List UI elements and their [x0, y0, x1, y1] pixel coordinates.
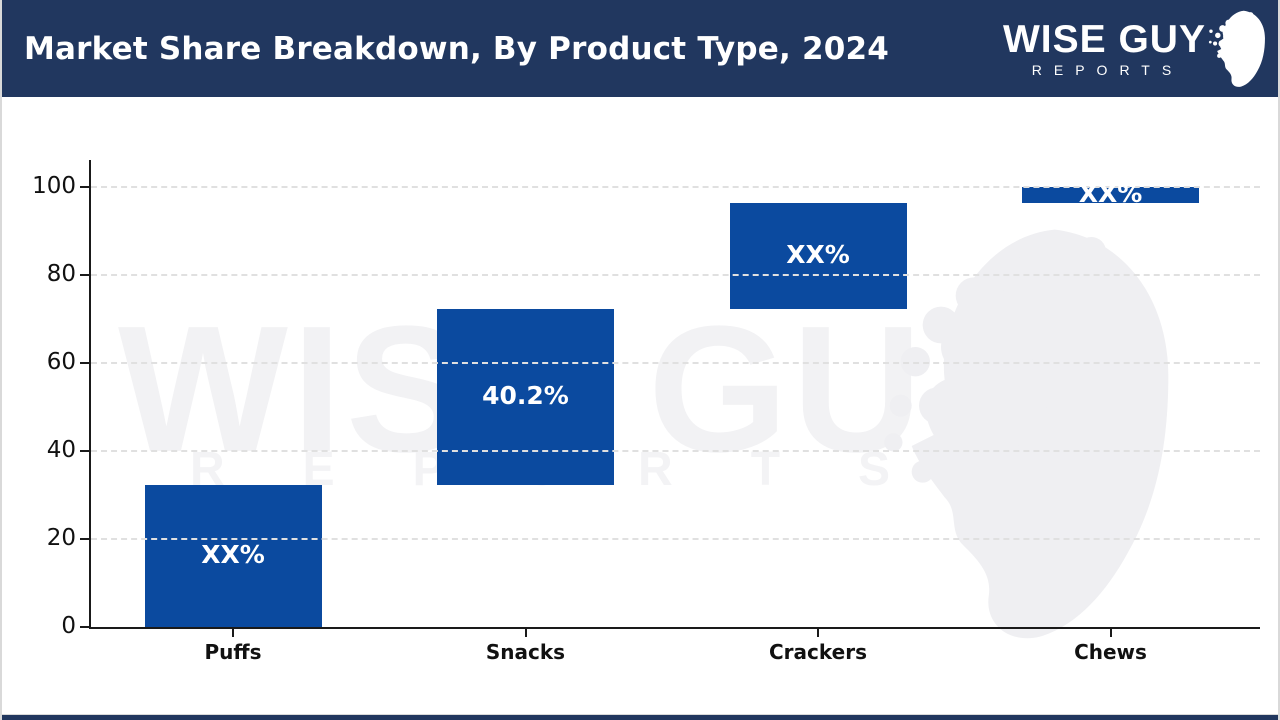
y-axis-tick-label: 20	[46, 525, 76, 552]
y-axis-tick-label: 40	[46, 437, 76, 464]
header-band: Market Share Breakdown, By Product Type,…	[2, 0, 1278, 97]
x-axis-line	[89, 627, 1260, 629]
chart-title: Market Share Breakdown, By Product Type,…	[24, 30, 890, 67]
y-axis-tickmark	[80, 450, 90, 453]
waterfall-bar	[144, 485, 322, 627]
x-axis-tickmark	[232, 629, 234, 637]
y-axis-tick-label: 100	[32, 173, 76, 200]
x-axis-category-label: Chews	[1074, 640, 1147, 664]
bar-value-label: 40.2%	[482, 380, 569, 410]
y-axis-tickmark	[80, 626, 90, 628]
x-axis-category-label: Snacks	[485, 640, 566, 664]
y-axis-tickmark	[80, 186, 90, 189]
brand-name: WISE GUY	[1002, 18, 1206, 62]
bar-value-label: XX%	[786, 239, 850, 269]
dotted-head-icon	[1208, 10, 1265, 87]
y-axis-tickmark	[80, 538, 90, 541]
y-axis-tick-label: 0	[61, 613, 76, 639]
y-axis-tick-label: 60	[46, 349, 76, 376]
gridline	[91, 362, 1260, 365]
brand-logo: WISE GUY REPORTS	[1003, 6, 1270, 92]
x-axis-tickmark	[1109, 629, 1112, 637]
x-axis-category-label: Crackers	[769, 640, 867, 664]
brand-subtitle: REPORTS	[1031, 61, 1184, 78]
waterfall-bar	[729, 203, 907, 309]
bar-value-label: XX%	[201, 540, 265, 570]
gridline	[91, 538, 1260, 541]
y-axis-tick-label: 80	[46, 261, 76, 288]
x-axis-tickmark	[817, 629, 819, 637]
x-axis-category-label: Puffs	[204, 640, 262, 664]
y-axis-tickmark	[80, 274, 90, 277]
waterfall-bar	[1022, 187, 1199, 204]
waterfall-bar	[437, 308, 614, 486]
bar-value-label: XX%	[1078, 179, 1143, 209]
watermark-dotted-head-icon	[884, 229, 1169, 639]
y-axis-tickmark	[80, 362, 90, 365]
gridline	[91, 274, 1260, 277]
footer-band	[2, 715, 1278, 720]
gridline	[91, 186, 1260, 189]
footer-divider	[2, 714, 1278, 715]
y-axis-line	[89, 160, 91, 629]
gridline	[91, 450, 1260, 453]
x-axis-tickmark	[524, 629, 527, 637]
brand-logo-text: WISE GUY REPORTS	[1002, 18, 1206, 78]
